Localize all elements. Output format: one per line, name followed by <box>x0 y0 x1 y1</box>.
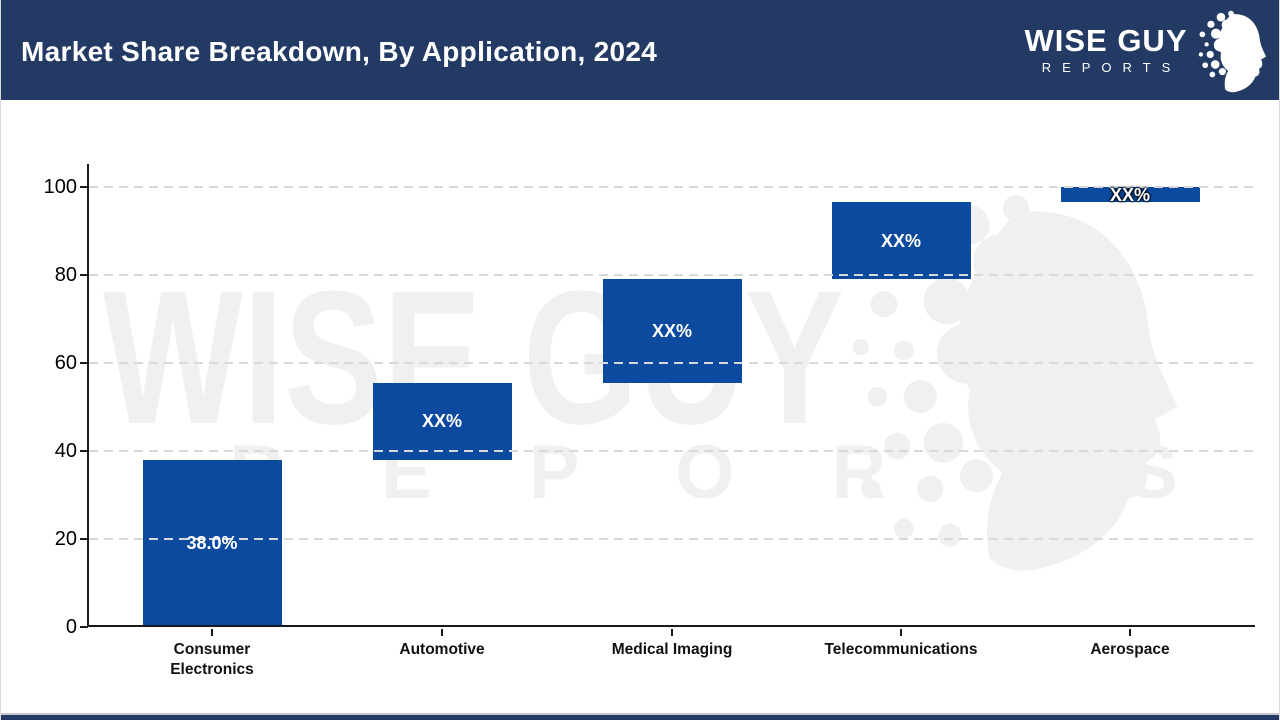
x-tick-mark <box>671 629 673 636</box>
x-category-label: Medical Imaging <box>611 641 733 658</box>
bar-value-label: XX% <box>880 230 922 251</box>
logo-head-icon <box>1198 10 1267 93</box>
wise-guy-reports-logo: WISE GUY REPORTS <box>1017 6 1267 96</box>
gridline-20 <box>89 538 1254 540</box>
page-title: Market Share Breakdown, By Application, … <box>21 36 658 67</box>
bar-consumer-electronics <box>142 459 282 627</box>
logo-wordmark: WISE GUY <box>1024 23 1188 58</box>
y-tick-label: 40 <box>54 440 77 462</box>
x-category-label: Aerospace <box>1090 641 1170 658</box>
y-tick-mark <box>80 626 88 628</box>
y-tick-label: 100 <box>43 176 77 198</box>
y-tick-mark <box>80 186 88 188</box>
bar-medical-imaging <box>602 279 742 383</box>
bar-telecommunications <box>831 202 971 280</box>
bar-value-label: 38.0% <box>186 533 238 554</box>
bar-value-label: XX% <box>651 321 693 342</box>
logo-subtitle: REPORTS <box>1041 60 1182 75</box>
x-axis-line <box>87 625 1255 627</box>
bar-value-label: XX% <box>1109 184 1151 205</box>
x-tick-mark <box>1129 629 1131 636</box>
y-axis-line <box>87 164 89 627</box>
x-category-label: Telecommunications <box>824 641 978 658</box>
gridline-80 <box>89 274 1254 276</box>
chart-plot-area: 0 20 40 60 80 100 38.0% Consumer Electronics XX%… <box>1 100 1279 720</box>
x-tick-mark <box>441 629 443 636</box>
gridline-100 <box>89 186 1254 188</box>
logo-text: WISE GUY REPORTS <box>1017 24 1195 78</box>
bar-value-label: XX% <box>421 411 463 432</box>
bar-automotive <box>372 382 512 460</box>
gridline-60 <box>89 362 1254 364</box>
gridline-40 <box>89 450 1254 452</box>
y-tick-mark <box>80 362 88 364</box>
y-tick-mark <box>80 274 88 276</box>
x-category-label: Automotive <box>399 641 485 658</box>
y-tick-label: 20 <box>54 528 77 550</box>
bar-aerospace <box>1060 187 1200 203</box>
x-tick-mark <box>211 629 213 636</box>
y-tick-mark <box>80 450 88 452</box>
y-tick-mark <box>80 538 88 540</box>
header-band: Market Share Breakdown, By Application, … <box>1 0 1279 100</box>
y-tick-label: 60 <box>54 352 77 374</box>
footer-divider <box>1 713 1279 715</box>
x-category-label: Consumer Electronics <box>170 641 254 678</box>
y-tick-label: 80 <box>54 264 77 286</box>
y-tick-label: 0 <box>65 616 77 638</box>
x-tick-mark <box>900 629 902 636</box>
footer-band <box>1 715 1279 720</box>
